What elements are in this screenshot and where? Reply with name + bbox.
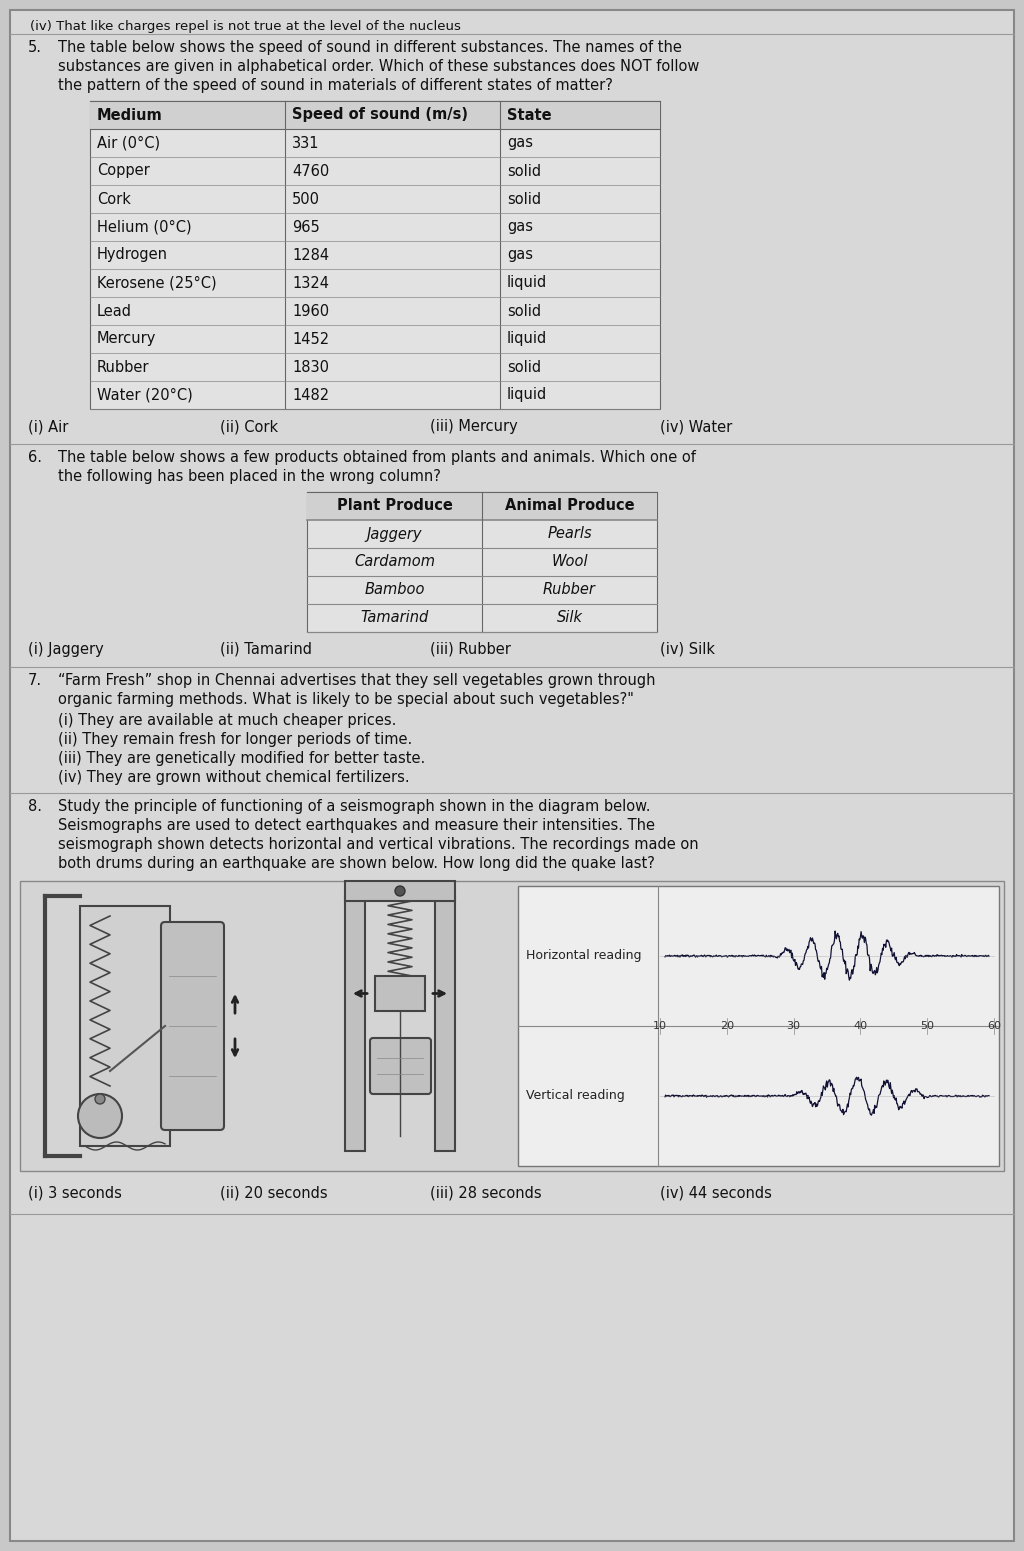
Text: (iii) 28 seconds: (iii) 28 seconds	[430, 1185, 542, 1200]
Text: (ii) Cork: (ii) Cork	[220, 419, 279, 434]
Text: 10: 10	[653, 1021, 667, 1031]
Bar	[90, 101, 660, 409]
Text: (iv) Water: (iv) Water	[660, 419, 732, 434]
Text: Mercury: Mercury	[97, 332, 157, 346]
Bar	[307, 492, 657, 520]
Text: 1830: 1830	[292, 360, 329, 374]
Text: Wool: Wool	[551, 555, 588, 569]
Text: Animal Produce: Animal Produce	[505, 498, 634, 513]
Text: (ii) They remain fresh for longer periods of time.: (ii) They remain fresh for longer period…	[58, 732, 413, 748]
Text: 1284: 1284	[292, 248, 329, 262]
Text: 20: 20	[720, 1021, 734, 1031]
Text: 30: 30	[786, 1021, 801, 1031]
Text: (iv) 44 seconds: (iv) 44 seconds	[660, 1185, 772, 1200]
Text: Cardamom: Cardamom	[354, 555, 435, 569]
Text: gas: gas	[507, 135, 534, 150]
Text: The table below shows a few products obtained from plants and animals. Which one: The table below shows a few products obt…	[58, 450, 696, 465]
FancyBboxPatch shape	[370, 1038, 431, 1093]
Text: Air (0°C): Air (0°C)	[97, 135, 160, 150]
Text: Hydrogen: Hydrogen	[97, 248, 168, 262]
Bar	[20, 881, 1004, 1171]
Text: gas: gas	[507, 248, 534, 262]
Bar	[307, 492, 657, 631]
Text: substances are given in alphabetical order. Which of these substances does NOT f: substances are given in alphabetical ord…	[58, 59, 699, 74]
Bar	[375, 976, 425, 1011]
Text: (iii) Rubber: (iii) Rubber	[430, 642, 511, 658]
Text: 331: 331	[292, 135, 319, 150]
Text: 5.: 5.	[28, 40, 42, 54]
Text: 4760: 4760	[292, 163, 330, 178]
Text: (ii) 20 seconds: (ii) 20 seconds	[220, 1185, 328, 1200]
Text: both drums during an earthquake are shown below. How long did the quake last?: both drums during an earthquake are show…	[58, 856, 655, 872]
Text: (i) Jaggery: (i) Jaggery	[28, 642, 103, 658]
Text: Water (20°C): Water (20°C)	[97, 388, 193, 403]
Text: Speed of sound (m/s): Speed of sound (m/s)	[292, 107, 468, 123]
Text: Horizontal reading: Horizontal reading	[526, 949, 641, 963]
Bar	[345, 881, 455, 901]
Text: Helium (0°C): Helium (0°C)	[97, 220, 191, 234]
FancyBboxPatch shape	[161, 921, 224, 1131]
Bar	[518, 886, 999, 1166]
Text: the following has been placed in the wrong column?: the following has been placed in the wro…	[58, 468, 441, 484]
Text: Jaggery: Jaggery	[367, 526, 422, 541]
Text: State: State	[507, 107, 552, 123]
Text: (i) They are available at much cheaper prices.: (i) They are available at much cheaper p…	[58, 713, 396, 727]
Text: (iii) They are genetically modified for better taste.: (iii) They are genetically modified for …	[58, 751, 425, 766]
Text: solid: solid	[507, 163, 541, 178]
Text: organic farming methods. What is likely to be special about such vegetables?": organic farming methods. What is likely …	[58, 692, 634, 707]
Text: solid: solid	[507, 304, 541, 318]
Text: Vertical reading: Vertical reading	[526, 1089, 625, 1103]
Text: 50: 50	[921, 1021, 934, 1031]
Text: Kerosene (25°C): Kerosene (25°C)	[97, 276, 217, 290]
Circle shape	[78, 1093, 122, 1138]
Text: solid: solid	[507, 360, 541, 374]
Text: liquid: liquid	[507, 276, 547, 290]
Text: liquid: liquid	[507, 388, 547, 403]
Text: (i) Air: (i) Air	[28, 419, 69, 434]
Text: (i) 3 seconds: (i) 3 seconds	[28, 1185, 122, 1200]
Text: Seismographs are used to detect earthquakes and measure their intensities. The: Seismographs are used to detect earthqua…	[58, 817, 655, 833]
Text: The table below shows the speed of sound in different substances. The names of t: The table below shows the speed of sound…	[58, 40, 682, 54]
Circle shape	[395, 886, 406, 896]
Text: 7.: 7.	[28, 673, 42, 689]
Text: (iv) That like charges repel is not true at the level of the nucleus: (iv) That like charges repel is not true…	[30, 20, 461, 33]
Text: (ii) Tamarind: (ii) Tamarind	[220, 642, 312, 658]
Text: the pattern of the speed of sound in materials of different states of matter?: the pattern of the speed of sound in mat…	[58, 78, 613, 93]
Text: 60: 60	[987, 1021, 1001, 1031]
Text: solid: solid	[507, 191, 541, 206]
Text: liquid: liquid	[507, 332, 547, 346]
Text: Copper: Copper	[97, 163, 150, 178]
Text: Rubber: Rubber	[97, 360, 150, 374]
Text: Pearls: Pearls	[547, 526, 592, 541]
Text: Tamarind: Tamarind	[360, 611, 429, 625]
Text: seismograph shown detects horizontal and vertical vibrations. The recordings mad: seismograph shown detects horizontal and…	[58, 838, 698, 851]
Text: 1324: 1324	[292, 276, 329, 290]
Text: 1960: 1960	[292, 304, 329, 318]
Text: 965: 965	[292, 220, 319, 234]
Bar	[90, 101, 660, 129]
Text: Medium: Medium	[97, 107, 163, 123]
Text: (iv) Silk: (iv) Silk	[660, 642, 715, 658]
Text: “Farm Fresh” shop in Chennai advertises that they sell vegetables grown through: “Farm Fresh” shop in Chennai advertises …	[58, 673, 655, 689]
Text: Bamboo: Bamboo	[365, 583, 425, 597]
Text: Rubber: Rubber	[543, 583, 596, 597]
Text: 1482: 1482	[292, 388, 329, 403]
Text: Cork: Cork	[97, 191, 131, 206]
Bar	[435, 896, 455, 1151]
Text: 500: 500	[292, 191, 319, 206]
Text: 6.: 6.	[28, 450, 42, 465]
Text: 1452: 1452	[292, 332, 329, 346]
Bar	[80, 906, 170, 1146]
Text: Study the principle of functioning of a seismograph shown in the diagram below.: Study the principle of functioning of a …	[58, 799, 650, 814]
Circle shape	[95, 1093, 105, 1104]
Text: Plant Produce: Plant Produce	[337, 498, 453, 513]
Text: gas: gas	[507, 220, 534, 234]
Bar	[345, 896, 365, 1151]
Text: Lead: Lead	[97, 304, 132, 318]
Text: Silk: Silk	[556, 611, 583, 625]
Text: 8.: 8.	[28, 799, 42, 814]
Text: (iv) They are grown without chemical fertilizers.: (iv) They are grown without chemical fer…	[58, 769, 410, 785]
Text: (iii) Mercury: (iii) Mercury	[430, 419, 518, 434]
Text: 40: 40	[853, 1021, 867, 1031]
